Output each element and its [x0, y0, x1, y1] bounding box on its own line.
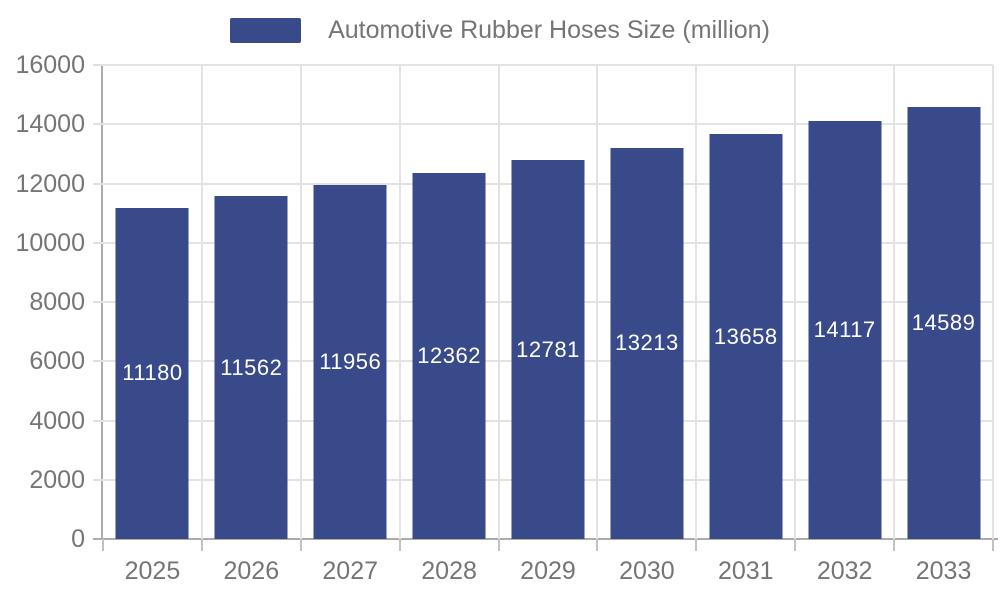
x-tick-label: 2026: [223, 557, 280, 585]
x-gridline: [695, 65, 698, 539]
bar-value-label: 11956: [319, 348, 382, 374]
y-tick-label: 10000: [15, 228, 85, 257]
y-tick-label: 0: [71, 525, 85, 553]
y-tick-label: 4000: [29, 406, 85, 435]
legend-item[interactable]: Automotive Rubber Hoses Size (million): [230, 17, 770, 44]
x-tick-label: 2027: [322, 557, 379, 585]
bar: 12781: [511, 160, 585, 539]
x-tick-label: 2025: [124, 557, 181, 585]
bar: 13658: [709, 134, 783, 539]
x-tick-label: 2033: [915, 557, 972, 585]
y-tick: [93, 419, 103, 422]
x-gridline: [398, 65, 401, 539]
bar-value-label: 11180: [122, 360, 183, 386]
bar: 11562: [214, 196, 288, 539]
x-tick-label: 2032: [816, 557, 873, 585]
x-gridline: [596, 65, 599, 539]
x-tick: [893, 539, 896, 551]
y-tick: [93, 123, 103, 126]
bar-value-label: 12781: [516, 336, 580, 362]
x-tick-label: 2031: [717, 557, 774, 585]
y-tick: [93, 360, 103, 363]
x-tick: [299, 539, 302, 551]
y-tick-label: 2000: [29, 465, 85, 494]
x-axis-line: [93, 538, 998, 540]
legend-label: Automotive Rubber Hoses Size (million): [328, 16, 770, 44]
bar: 14589: [907, 106, 981, 539]
bar: 12362: [412, 172, 486, 539]
x-gridline: [992, 65, 994, 539]
bar-value-label: 14589: [911, 309, 976, 335]
legend: Automotive Rubber Hoses Size (million): [0, 17, 1000, 44]
bar-value-label: 12362: [417, 342, 481, 368]
bar: 14117: [808, 120, 882, 539]
bar: 11956: [313, 184, 387, 539]
y-tick: [93, 538, 103, 540]
bar-value-label: 11562: [220, 354, 283, 380]
x-tick-label: 2029: [520, 557, 576, 585]
x-tick: [497, 539, 500, 551]
legend-swatch-icon: [230, 18, 302, 43]
x-tick: [398, 539, 401, 551]
bar: 11180: [115, 207, 189, 539]
x-tick: [102, 539, 104, 551]
y-tick: [93, 182, 103, 185]
bar: 13213: [610, 147, 684, 539]
x-tick-label: 2030: [619, 557, 675, 585]
x-tick: [695, 539, 698, 551]
y-gridline: [103, 123, 993, 126]
y-tick: [93, 301, 103, 303]
x-tick: [200, 539, 203, 551]
y-tick-label: 14000: [15, 110, 85, 139]
y-tick: [93, 64, 103, 66]
plot-area: 0 2000 4000 6000 8000 10000 12000 14000 16000 202…: [15, 51, 994, 585]
y-tick: [93, 241, 103, 244]
x-gridline: [893, 65, 896, 539]
x-gridline: [299, 65, 302, 539]
y-gridline: [103, 64, 993, 66]
x-gridline: [200, 65, 203, 539]
y-tick-label: 6000: [29, 347, 85, 376]
y-tick-label: 16000: [15, 51, 85, 79]
x-gridline: [497, 65, 500, 539]
x-tick: [992, 539, 994, 551]
y-tick: [93, 478, 103, 481]
y-tick-label: 12000: [15, 169, 85, 198]
bar-value-label: 13213: [615, 330, 679, 356]
x-gridline: [794, 65, 797, 539]
x-tick: [794, 539, 797, 551]
bar-value-label: 14117: [813, 316, 876, 342]
y-tick-label: 8000: [29, 288, 85, 316]
bar-value-label: 13658: [713, 323, 778, 349]
x-tick-label: 2028: [421, 557, 477, 585]
x-tick: [596, 539, 599, 551]
